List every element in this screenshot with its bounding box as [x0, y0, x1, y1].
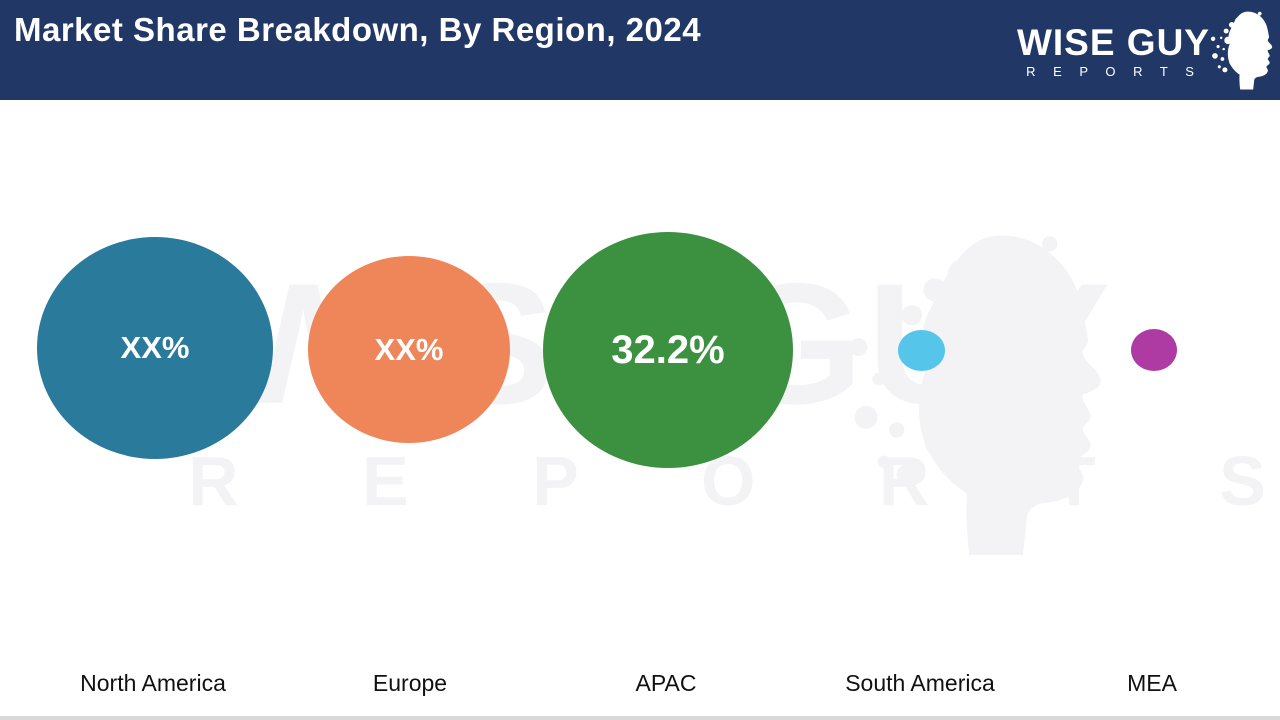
bubble-chart: WISE GUY R E P O R T S XX% XX% 32.2% Nor… [0, 100, 1280, 720]
head-profile-icon [1210, 11, 1273, 90]
bubble-mea[interactable] [1131, 329, 1177, 371]
bubble-value-label: XX% [120, 330, 190, 365]
bubble-south-america[interactable] [898, 330, 945, 371]
wise-guy-logo: WISE GUY R E P O R T S [1017, 4, 1274, 96]
bubble-apac[interactable]: 32.2% [543, 232, 793, 468]
bubble-value-label: XX% [374, 331, 444, 367]
logo-subtitle: R E P O R T S [1026, 63, 1201, 79]
bottom-divider [0, 716, 1280, 720]
bubble-north-america[interactable]: XX% [37, 237, 273, 459]
category-label-mea: MEA [1127, 670, 1177, 696]
category-label-apac: APAC [635, 670, 697, 696]
category-label-south-america: South America [845, 670, 995, 696]
header-bar: Market Share Breakdown, By Region, 2024 … [0, 0, 1280, 100]
logo-name: WISE GUY [1016, 21, 1210, 63]
category-label-north-america: North America [80, 670, 226, 696]
category-label-europe: Europe [372, 670, 448, 696]
watermark-subtitle: R E P O R T S [188, 442, 1280, 520]
page-title: Market Share Breakdown, By Region, 2024 [14, 11, 702, 48]
logo-text: WISE GUY R E P O R T S [1017, 24, 1210, 79]
watermark-head-icon [849, 235, 1101, 555]
bubble-value-label: 32.2% [611, 327, 725, 372]
bubble-europe[interactable]: XX% [308, 256, 510, 443]
